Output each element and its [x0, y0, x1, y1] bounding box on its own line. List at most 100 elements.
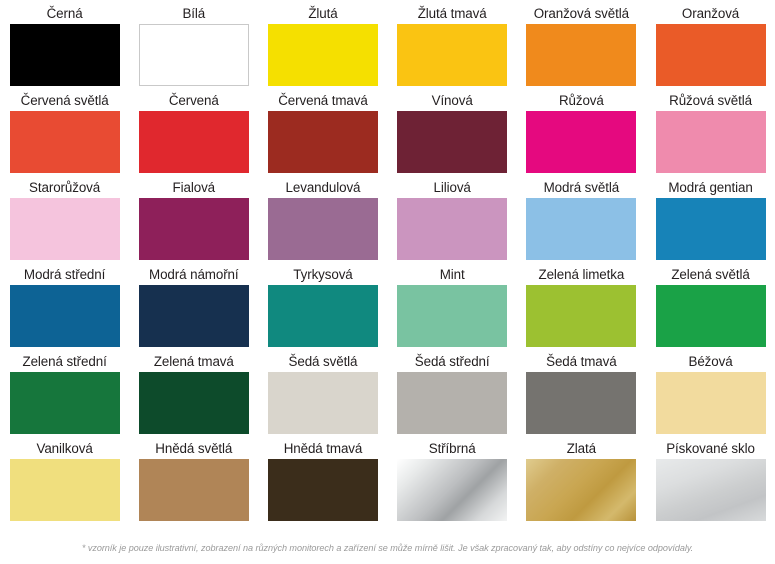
swatch-cell[interactable]: Tyrkysová [258, 265, 387, 352]
swatch-color-chip[interactable] [267, 285, 378, 347]
swatch-color-chip[interactable] [138, 372, 249, 434]
swatch-color-chip[interactable] [267, 111, 378, 173]
swatch-color-chip[interactable] [9, 111, 120, 173]
swatch-color-chip[interactable] [526, 285, 637, 347]
swatch-cell[interactable]: Růžová [517, 91, 646, 178]
swatch-label: Oranžová světlá [533, 6, 629, 21]
swatch-cell[interactable]: Modrá střední [0, 265, 129, 352]
swatch-cell[interactable]: Zelená limetka [517, 265, 646, 352]
swatch-label: Oranžová [681, 6, 740, 21]
swatch-color-chip[interactable] [397, 285, 508, 347]
swatch-cell[interactable]: Hnědá světlá [129, 439, 258, 526]
swatch-color-chip[interactable] [655, 111, 766, 173]
swatch-label: Červená [168, 93, 219, 108]
swatch-label: Šedá světlá [288, 354, 358, 369]
swatch-label: Zlatá [566, 441, 596, 456]
swatch-cell[interactable]: Šedá tmavá [517, 352, 646, 439]
swatch-color-chip[interactable] [655, 459, 766, 521]
swatch-cell[interactable]: Zelená světlá [646, 265, 775, 352]
swatch-color-chip[interactable] [138, 24, 249, 86]
swatch-label: Zelená tmavá [153, 354, 234, 369]
swatch-label: Bílá [182, 6, 206, 21]
swatch-cell[interactable]: Vanilková [0, 439, 129, 526]
swatch-label: Béžová [688, 354, 733, 369]
swatch-color-chip[interactable] [397, 111, 508, 173]
swatch-cell[interactable]: Modrá světlá [517, 178, 646, 265]
swatch-cell[interactable]: Žlutá [258, 4, 387, 91]
swatch-color-chip[interactable] [526, 198, 637, 260]
swatch-color-chip[interactable] [397, 459, 508, 521]
swatch-cell[interactable]: Béžová [646, 352, 775, 439]
swatch-color-chip[interactable] [138, 198, 249, 260]
swatch-cell[interactable]: Fialová [129, 178, 258, 265]
swatch-color-chip[interactable] [655, 198, 766, 260]
swatch-cell[interactable]: Pískované sklo [646, 439, 775, 526]
swatch-label: Žlutá [308, 6, 338, 21]
swatch-cell[interactable]: Liliová [388, 178, 517, 265]
swatch-label: Fialová [172, 180, 216, 195]
swatch-cell[interactable]: Červená tmavá [258, 91, 387, 178]
swatch-label: Modrá gentian [668, 180, 753, 195]
color-swatch-grid: Černá Bílá Žlutá Žlutá tmavá Oranžová světlá… [0, 4, 775, 526]
swatch-color-chip[interactable] [138, 111, 249, 173]
swatch-color-chip[interactable] [655, 285, 766, 347]
swatch-label: Modrá střední [23, 267, 106, 282]
swatch-color-chip[interactable] [397, 24, 508, 86]
swatch-cell[interactable]: Černá [0, 4, 129, 91]
swatch-label: Vanilková [36, 441, 93, 456]
swatch-color-chip[interactable] [526, 111, 637, 173]
swatch-cell[interactable]: Vínová [388, 91, 517, 178]
swatch-cell[interactable]: Hnědá tmavá [258, 439, 387, 526]
swatch-cell[interactable]: Červená [129, 91, 258, 178]
illustrative-disclaimer-footnote: * vzorník je pouze ilustrativní, zobraze… [81, 543, 694, 553]
swatch-color-chip[interactable] [9, 24, 120, 86]
swatch-label: Mint [439, 267, 465, 282]
swatch-cell[interactable]: Šedá střední [388, 352, 517, 439]
swatch-color-chip[interactable] [526, 372, 637, 434]
swatch-cell[interactable]: Mint [388, 265, 517, 352]
swatch-label: Stříbrná [428, 441, 476, 456]
swatch-cell[interactable]: Levandulová [258, 178, 387, 265]
swatch-color-chip[interactable] [655, 24, 766, 86]
swatch-label: Vínová [431, 93, 473, 108]
swatch-label: Červená tmavá [278, 93, 368, 108]
swatch-cell[interactable]: Zlatá [517, 439, 646, 526]
swatch-cell[interactable]: Oranžová světlá [517, 4, 646, 91]
swatch-cell[interactable]: Modrá gentian [646, 178, 775, 265]
swatch-label: Černá [46, 6, 83, 21]
swatch-color-chip[interactable] [9, 198, 120, 260]
swatch-cell[interactable]: Růžová světlá [646, 91, 775, 178]
swatch-color-chip[interactable] [526, 24, 637, 86]
swatch-color-chip[interactable] [267, 372, 378, 434]
swatch-color-chip[interactable] [655, 372, 766, 434]
swatch-color-chip[interactable] [267, 459, 378, 521]
swatch-label: Šedá tmavá [546, 354, 617, 369]
swatch-cell[interactable]: Modrá námořní [129, 265, 258, 352]
swatch-color-chip[interactable] [267, 24, 378, 86]
swatch-color-chip[interactable] [138, 285, 249, 347]
swatch-label: Růžová [558, 93, 604, 108]
swatch-color-chip[interactable] [397, 198, 508, 260]
swatch-cell[interactable]: Oranžová [646, 4, 775, 91]
swatch-cell[interactable]: Žlutá tmavá [388, 4, 517, 91]
swatch-color-chip[interactable] [267, 198, 378, 260]
swatch-cell[interactable]: Zelená tmavá [129, 352, 258, 439]
swatch-label: Zelená limetka [538, 267, 625, 282]
swatch-cell[interactable]: Bílá [129, 4, 258, 91]
swatch-color-chip[interactable] [397, 372, 508, 434]
swatch-label: Zelená střední [22, 354, 107, 369]
swatch-color-chip[interactable] [9, 372, 120, 434]
swatch-color-chip[interactable] [526, 459, 637, 521]
swatch-label: Žlutá tmavá [417, 6, 487, 21]
swatch-label: Zelená světlá [671, 267, 750, 282]
swatch-cell[interactable]: Šedá světlá [258, 352, 387, 439]
swatch-label: Růžová světlá [669, 93, 752, 108]
swatch-cell[interactable]: Starorůžová [0, 178, 129, 265]
swatch-cell[interactable]: Červená světlá [0, 91, 129, 178]
swatch-cell[interactable]: Zelená střední [0, 352, 129, 439]
swatch-color-chip[interactable] [9, 285, 120, 347]
swatch-color-chip[interactable] [9, 459, 120, 521]
swatch-color-chip[interactable] [138, 459, 249, 521]
swatch-cell[interactable]: Stříbrná [388, 439, 517, 526]
